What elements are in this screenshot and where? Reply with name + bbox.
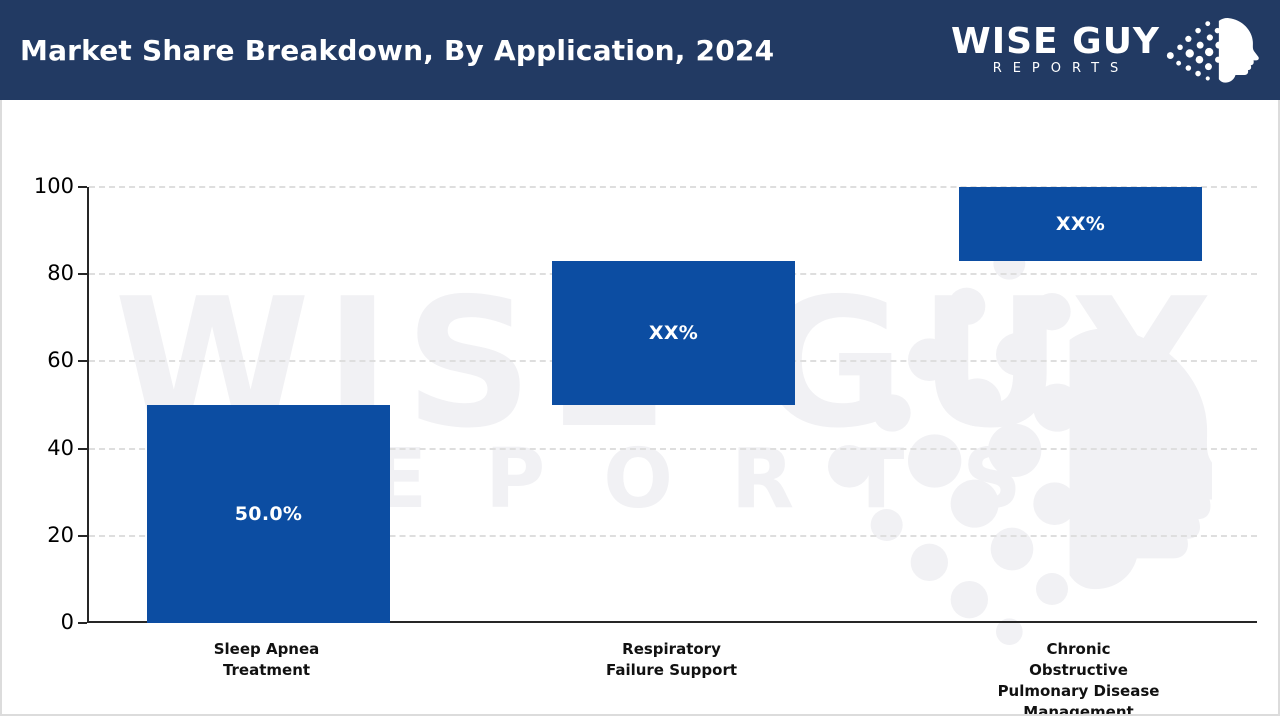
bar-value-label-2: XX% [1055, 213, 1106, 236]
y-tick-mark-80 [78, 273, 87, 276]
wiseguy-logo-text: WISE GUY REPORTS [951, 23, 1160, 77]
gridline-40 [89, 447, 1257, 450]
logo-subtitle: REPORTS [992, 61, 1130, 76]
bar-value-label-0: 50.0% [234, 503, 303, 525]
x-category-label-1: Respiratory Failure Support [605, 640, 738, 679]
y-tick-mark-60 [78, 360, 87, 363]
watermark-face-dots-icon [828, 247, 1212, 645]
gridline-20 [89, 534, 1257, 537]
y-tick-label-60: 60 [47, 348, 74, 373]
plot-area: 50.0% XX% XX% [87, 186, 1257, 623]
wiseguy-logo: WISE GUY REPORTS [951, 4, 1266, 96]
y-tick-label-20: 20 [47, 522, 74, 547]
wiseguy-face-icon [1166, 18, 1259, 83]
x-category-label-0: Sleep Apnea Treatment [213, 640, 320, 679]
y-tick-label-80: 80 [47, 261, 74, 286]
bar-segment-1: XX% [552, 261, 795, 405]
gridline-100 [89, 186, 1257, 188]
header-bar: Market Share Breakdown, By Application, … [0, 0, 1280, 100]
bar-segment-2: XX% [959, 187, 1202, 262]
page-title: Market Share Breakdown, By Application, … [20, 33, 775, 67]
logo-wordmark: WISE GUY [950, 21, 1160, 62]
y-tick-label-0: 0 [60, 610, 74, 634]
x-category-label-2: Chronic Obstructive Pulmonary Disease Manag… [997, 640, 1160, 716]
y-tick-mark-100 [78, 186, 87, 188]
bar-value-label-1: XX% [648, 322, 699, 345]
chart-panel: WISE GUY REPORTS 50.0% XX% XX% 0 20 40 60 80 10… [0, 100, 1280, 716]
y-tick-label-40: 40 [47, 435, 74, 460]
y-tick-mark-0 [78, 622, 87, 624]
y-tick-mark-20 [78, 534, 87, 537]
y-tick-label-100: 100 [33, 174, 74, 198]
bar-segment-0: 50.0% [147, 405, 390, 623]
y-tick-mark-40 [78, 447, 87, 450]
